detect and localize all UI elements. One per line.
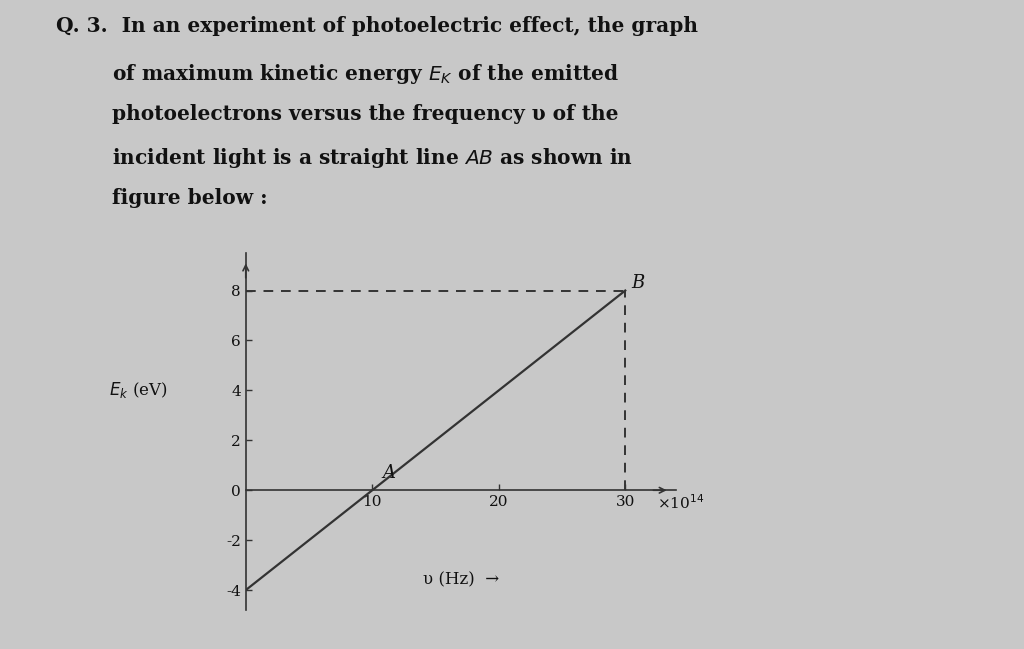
Text: $E_k$ (eV): $E_k$ (eV) [109, 380, 168, 400]
Text: figure below :: figure below : [56, 188, 268, 208]
Text: υ (Hz)  →: υ (Hz) → [423, 572, 499, 589]
Text: B: B [632, 274, 645, 292]
Text: incident light is a straight line $AB$ as shown in: incident light is a straight line $AB$ a… [56, 146, 634, 170]
Text: Q. 3.  In an experiment of photoelectric effect, the graph: Q. 3. In an experiment of photoelectric … [56, 16, 698, 36]
Text: photoelectrons versus the frequency υ of the: photoelectrons versus the frequency υ of… [56, 104, 618, 124]
Text: of maximum kinetic energy $E_K$ of the emitted: of maximum kinetic energy $E_K$ of the e… [56, 62, 620, 86]
Text: A: A [382, 464, 395, 482]
Text: ×10$^{14}$: ×10$^{14}$ [656, 493, 705, 512]
